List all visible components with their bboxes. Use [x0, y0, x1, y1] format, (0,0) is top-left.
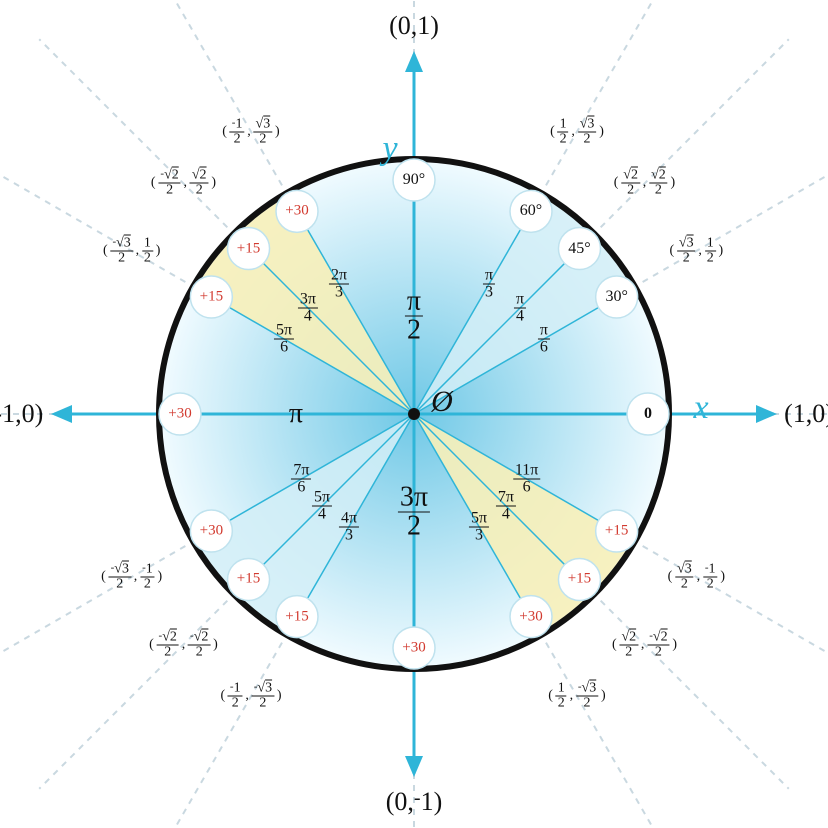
outer-coord: ( √32 , 12 )	[669, 237, 723, 266]
rad-label: 3π4	[298, 291, 318, 324]
rad-label: 5π6	[274, 323, 294, 356]
inc-label: +15	[605, 523, 628, 540]
origin-dot	[408, 408, 420, 420]
unit-circle-diagram: (1,0) (-1,0) (0,1) (0,-1) x y Ø 0 π2 3π2 π 30° 45° 60…	[0, 0, 828, 828]
zero-label: 0	[644, 405, 652, 423]
pi-label: π	[289, 400, 303, 428]
outer-coord: ( -√32 , -12 )	[101, 563, 162, 592]
inc-label: +30	[285, 203, 308, 220]
rad-label: π3	[483, 268, 495, 301]
deg-label: 30°	[605, 288, 627, 306]
rad-label: π4	[514, 291, 526, 324]
coord-left: (-1,0)	[0, 399, 43, 429]
deg-label: 45°	[568, 240, 590, 258]
inc-label: +30	[168, 406, 191, 423]
rad-label: π6	[538, 323, 550, 356]
coord-bottom: (0,-1)	[386, 787, 443, 817]
rad-label: 7π6	[291, 463, 311, 496]
inc-label: +30	[200, 523, 223, 540]
inc-label: +15	[237, 240, 260, 257]
deg-label: 60°	[520, 202, 542, 220]
inc-label: +15	[237, 571, 260, 588]
coord-top: (0,1)	[389, 11, 439, 41]
outer-coord: ( -√32 , 12 )	[103, 237, 160, 266]
rad-label: 11π6	[513, 463, 540, 496]
inc-label: +30	[402, 640, 425, 657]
rad-label: 5π3	[469, 510, 489, 543]
outer-coord: ( -12 , -√32 )	[220, 682, 281, 711]
coord-right: (1,0)	[784, 399, 828, 429]
outer-coord: ( √22 , -√22 )	[612, 630, 677, 659]
outer-coord: ( 12 , -√32 )	[548, 682, 605, 711]
outer-coord: ( √32 , -12 )	[668, 563, 725, 592]
axis-label-y: y	[382, 130, 397, 168]
rad-label: 4π3	[339, 510, 359, 543]
outer-coord: ( -√22 , √22 )	[151, 169, 216, 198]
pi-over-2: π2	[405, 288, 423, 345]
outer-coord: ( 12 , √32 )	[550, 117, 604, 146]
outer-coord: ( √22 , √22 )	[614, 169, 675, 198]
inc-label: +15	[285, 608, 308, 625]
axis-label-x: x	[693, 389, 708, 427]
outer-coord: ( -12 , √32 )	[222, 117, 279, 146]
three-pi-over-2: 3π2	[398, 484, 430, 541]
inc-label: +30	[519, 608, 542, 625]
inc-label: +15	[568, 571, 591, 588]
deg-label: 90°	[403, 171, 425, 189]
inc-label: +15	[200, 289, 223, 306]
rad-label: 2π3	[329, 268, 349, 301]
origin-label: Ø	[431, 385, 453, 419]
rad-label: 5π4	[312, 489, 332, 522]
outer-coord: ( -√22 , -√22 )	[149, 630, 218, 659]
